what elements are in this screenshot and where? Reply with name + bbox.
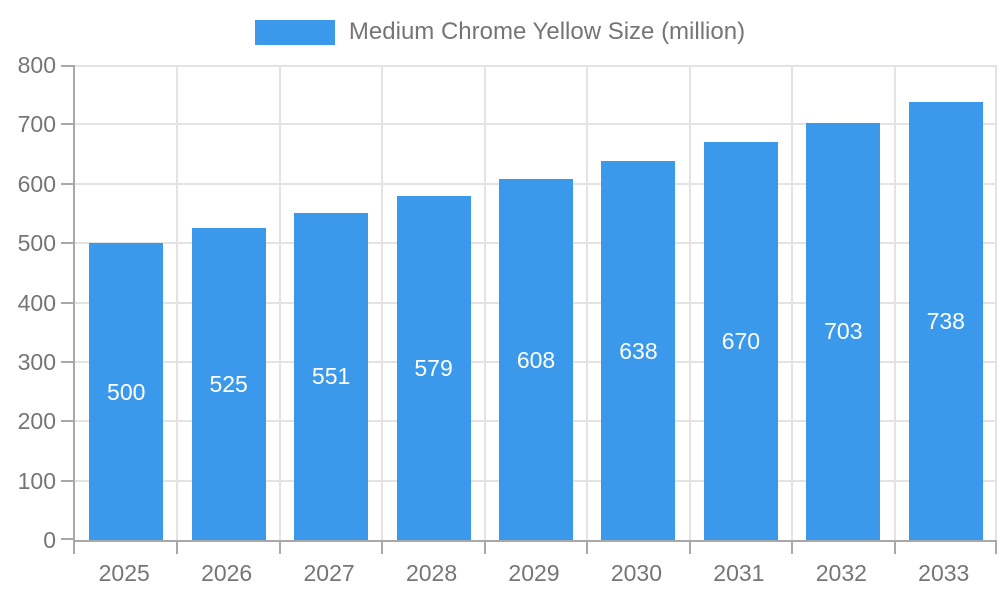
x-axis-tick (893, 542, 896, 554)
x-axis-tick (688, 542, 691, 554)
legend-swatch[interactable] (254, 19, 335, 45)
bar[interactable]: 638 (601, 161, 676, 540)
legend[interactable]: Medium Chrome Yellow Size (million) (0, 17, 1000, 47)
bar-value-label: 638 (619, 337, 658, 364)
x-axis-tick (791, 542, 794, 554)
x-axis-tick (278, 542, 281, 554)
y-axis-tick (61, 242, 73, 245)
y-tick-label: 700 (17, 111, 56, 138)
x-axis-tick (176, 542, 179, 554)
x-tick-label: 2027 (303, 560, 355, 586)
bar-value-label: 525 (209, 371, 248, 398)
grid-line-vertical (688, 65, 691, 540)
grid-line-vertical (278, 65, 281, 540)
y-axis-tick (61, 538, 73, 540)
bar[interactable]: 608 (499, 179, 573, 540)
bar[interactable]: 703 (806, 122, 881, 540)
bar[interactable]: 670 (703, 142, 778, 540)
grid-line-horizontal (75, 65, 997, 67)
y-axis-tick (61, 479, 73, 482)
y-axis-tick (61, 360, 73, 363)
y-tick-label: 800 (17, 52, 56, 78)
bar-value-label: 608 (516, 346, 556, 373)
x-tick-label: 2029 (508, 560, 560, 586)
bar[interactable]: 738 (908, 101, 983, 540)
x-axis-tick (381, 542, 384, 554)
x-tick-label: 2031 (713, 560, 765, 586)
plot-area: 500 525 551 579 608 638 670 703 738 (61, 65, 997, 554)
grid-line-vertical (791, 65, 794, 540)
bar-value-label: 738 (926, 307, 965, 334)
bar-value-label: 579 (414, 355, 453, 382)
bar[interactable]: 525 (191, 228, 266, 540)
bar-value-label: 703 (824, 318, 863, 345)
y-tick-label: 600 (17, 170, 56, 197)
y-tick-label: 200 (17, 408, 56, 435)
y-axis-tick (61, 182, 73, 185)
grid-line-horizontal (75, 123, 997, 126)
bar-value-label: 500 (107, 378, 146, 405)
x-tick-label: 2025 (98, 560, 150, 586)
bar[interactable]: 551 (294, 212, 369, 540)
x-axis-tick (995, 542, 997, 554)
x-axis-tick (73, 542, 75, 554)
bar[interactable]: 500 (89, 243, 164, 540)
legend-label[interactable]: Medium Chrome Yellow Size (million) (348, 18, 746, 45)
x-tick-label: 2028 (405, 560, 458, 586)
x-axis-tick (586, 542, 589, 554)
y-axis-tick (61, 301, 73, 304)
x-tick-label: 2030 (610, 560, 663, 586)
bar[interactable]: 579 (396, 196, 471, 540)
grid-line-vertical (995, 65, 997, 540)
x-axis-tick (483, 542, 486, 554)
x-tick-label: 2032 (815, 560, 867, 586)
bar-value-label: 551 (311, 363, 351, 390)
y-axis-tick (61, 123, 73, 126)
grid-line-vertical (893, 65, 896, 540)
x-tick-label: 2026 (201, 560, 253, 586)
grid-line-vertical (176, 65, 179, 540)
y-axis-tick (61, 65, 73, 67)
y-tick-label: 300 (17, 348, 56, 375)
grid-line-vertical (381, 65, 384, 540)
grid-line-vertical (483, 65, 486, 540)
y-tick-label: 100 (17, 467, 56, 494)
y-tick-label: 500 (17, 230, 56, 257)
y-tick-label: 400 (17, 289, 56, 316)
y-tick-label: 0 (43, 527, 56, 553)
grid-line-vertical (586, 65, 589, 540)
y-axis-tick (61, 420, 73, 423)
bar-value-label: 670 (721, 328, 761, 355)
x-tick-label: 2033 (918, 560, 970, 586)
